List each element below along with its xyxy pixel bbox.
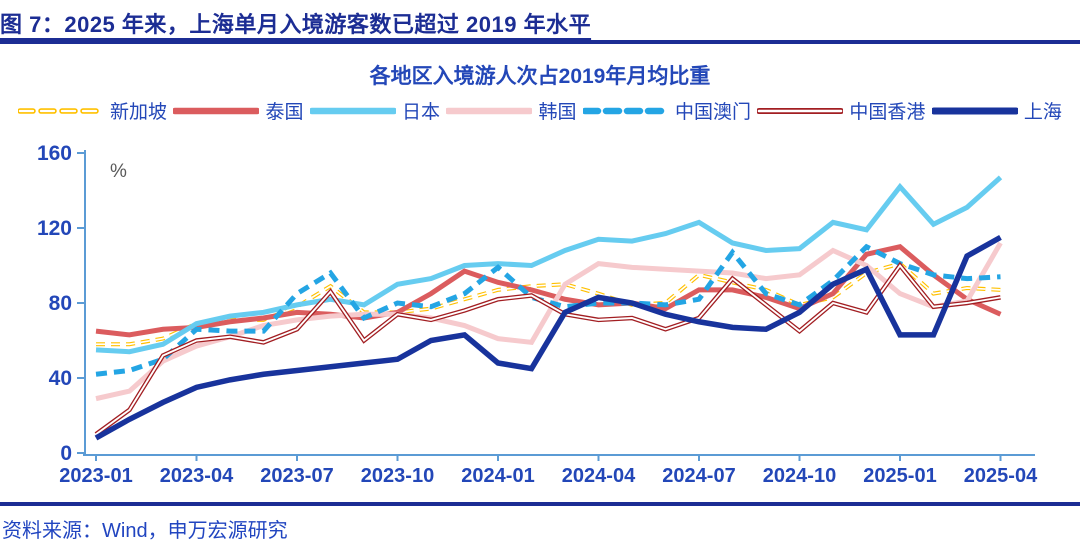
x-tick-label: 2024-07 — [662, 465, 735, 487]
y-tick-label: 40 — [49, 367, 72, 390]
x-tick-label: 2025-01 — [863, 465, 936, 487]
legend-item-hongkong: 中国香港 — [757, 97, 925, 124]
x-tick-label: 2023-07 — [260, 465, 333, 487]
footer-divider — [0, 502, 1080, 506]
legend-item-japan: 日本 — [309, 97, 440, 124]
legend-item-singapore: 新加坡 — [18, 97, 167, 124]
legend-item-shanghai: 上海 — [931, 97, 1062, 124]
legend-label-thailand: 泰国 — [265, 102, 304, 123]
x-tick-label: 2023-01 — [59, 465, 132, 487]
x-tick-label: 2023-04 — [160, 465, 234, 487]
legend-swatch-hongkong — [757, 107, 844, 114]
x-tick-label: 2025-04 — [964, 465, 1038, 487]
x-tick-label: 2023-10 — [361, 465, 434, 487]
source-note: 资料来源：Wind，申万宏源研究 — [2, 520, 288, 542]
header-divider — [0, 40, 1080, 44]
y-tick-label: 0 — [60, 442, 72, 465]
legend-swatch-korea — [446, 107, 533, 114]
legend-label-japan: 日本 — [401, 102, 440, 123]
legend-label-hongkong: 中国香港 — [849, 102, 926, 123]
x-tick-label: 2024-01 — [461, 465, 534, 487]
x-tick-label: 2024-04 — [562, 465, 636, 487]
legend-swatch-singapore — [18, 107, 104, 114]
legend-swatch-macau — [582, 107, 669, 114]
legend-swatch-shanghai — [931, 107, 1018, 114]
unit-label: % — [110, 161, 127, 182]
series-line-japan — [95, 175, 1003, 355]
chart-title: 各地区入境游人次占2019年月均比重 — [369, 65, 711, 88]
series-line-core-hongkong — [95, 263, 1001, 436]
legend-label-singapore: 新加坡 — [110, 102, 168, 123]
y-tick-label: 160 — [37, 142, 72, 165]
x-tick-label: 2024-10 — [763, 465, 836, 487]
series-line-macau — [95, 243, 1001, 377]
legend-label-macau: 中国澳门 — [674, 102, 751, 123]
y-tick-label: 120 — [37, 217, 72, 240]
legend-label-shanghai: 上海 — [1023, 102, 1062, 123]
legend-item-korea: 韩国 — [446, 97, 576, 124]
legend-swatch-thailand — [173, 107, 260, 114]
figure-header: 图 7：2025 年来，上海单月入境游客数已超过 2019 年水平 — [0, 7, 1078, 39]
figure-title: 图 7：2025 年来，上海单月入境游客数已超过 2019 年水平 — [0, 12, 592, 37]
legend-swatch-japan — [309, 107, 396, 114]
y-tick-label: 80 — [49, 292, 72, 315]
legend-item-thailand: 泰国 — [173, 97, 304, 124]
legend-item-macau: 中国澳门 — [582, 97, 751, 124]
series-line-hongkong — [94, 261, 1001, 437]
legend-label-korea: 韩国 — [538, 102, 577, 123]
series-line-shanghai — [94, 234, 1002, 441]
chart-legend: 新加坡 泰国 日本 韩国 中国澳门 中国香港 上海 — [0, 97, 1080, 124]
